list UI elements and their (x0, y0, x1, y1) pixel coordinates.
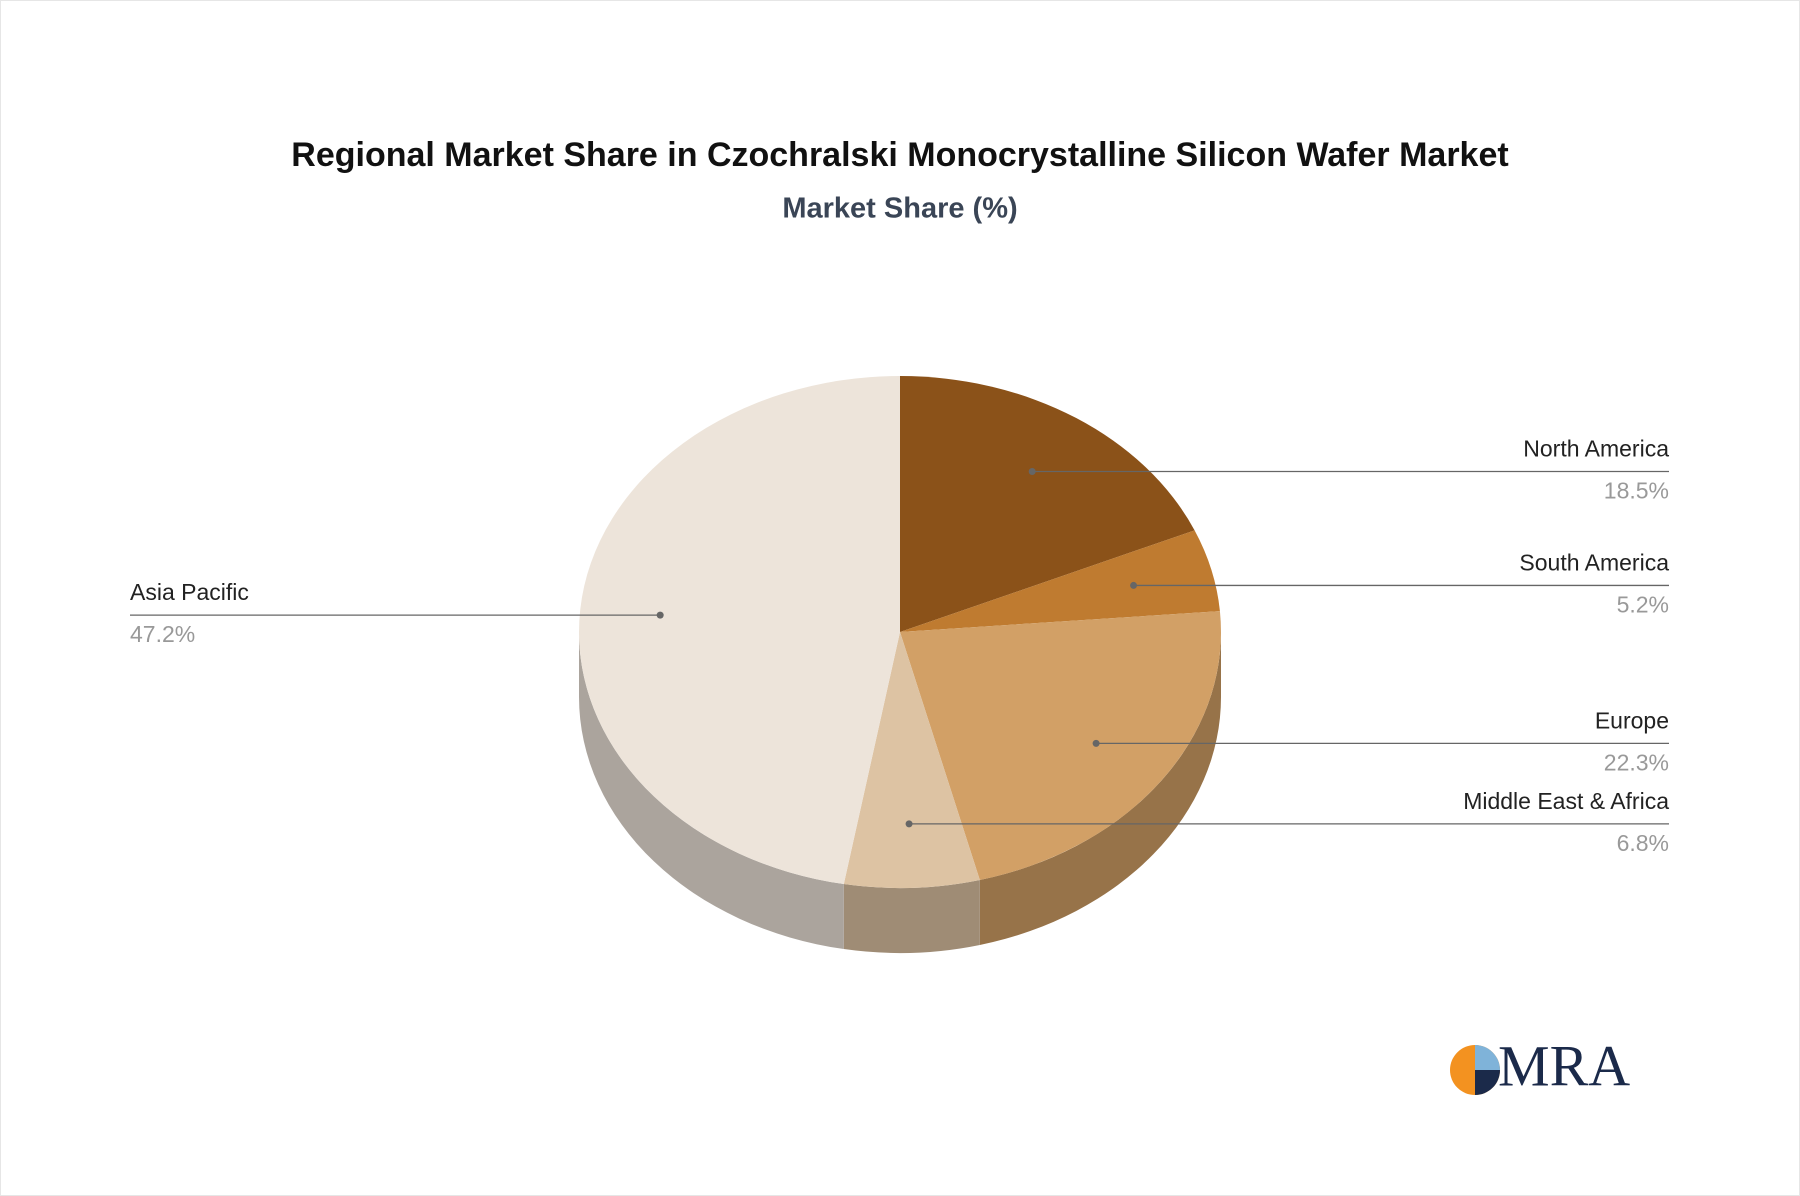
pie-labels: North America 18.5% South America 5.2% Europ… (130, 436, 1669, 856)
leader-dot (1092, 739, 1100, 747)
slice-label: Europe (1595, 707, 1669, 733)
leader-dot (656, 611, 664, 619)
logo-icon-part (1475, 1045, 1500, 1070)
slice-label: South America (1519, 549, 1669, 575)
chart-title: Regional Market Share in Czochralski Mon… (291, 136, 1508, 174)
chart-subtitle: Market Share (%) (782, 193, 1017, 225)
pie-slice (579, 376, 900, 885)
pie-tops (579, 376, 1222, 888)
slice-label: Asia Pacific (130, 579, 249, 605)
pie-side (979, 632, 1221, 945)
logo-icon-part (1475, 1070, 1500, 1095)
pie-side (843, 879, 980, 953)
slice-value: 47.2% (130, 621, 195, 647)
pie-sides (579, 632, 1221, 953)
slice-label: North America (1523, 436, 1669, 462)
pie-slice (900, 376, 1195, 632)
slice-value: 18.5% (1604, 478, 1669, 504)
leader-dot (1028, 468, 1036, 476)
pie-slice (900, 530, 1220, 632)
slice-label: Middle East & Africa (1463, 788, 1669, 814)
logo-text: MRA (1498, 1033, 1630, 1098)
slice-value: 5.2% (1617, 591, 1669, 617)
leader-dot (905, 820, 913, 828)
pie-side (579, 632, 844, 950)
slice-value: 6.8% (1617, 830, 1669, 856)
leader-dot (1130, 581, 1138, 589)
pie-slice (900, 611, 1222, 880)
slice-value: 22.3% (1604, 749, 1669, 775)
logo: MRA (1450, 1033, 1630, 1098)
